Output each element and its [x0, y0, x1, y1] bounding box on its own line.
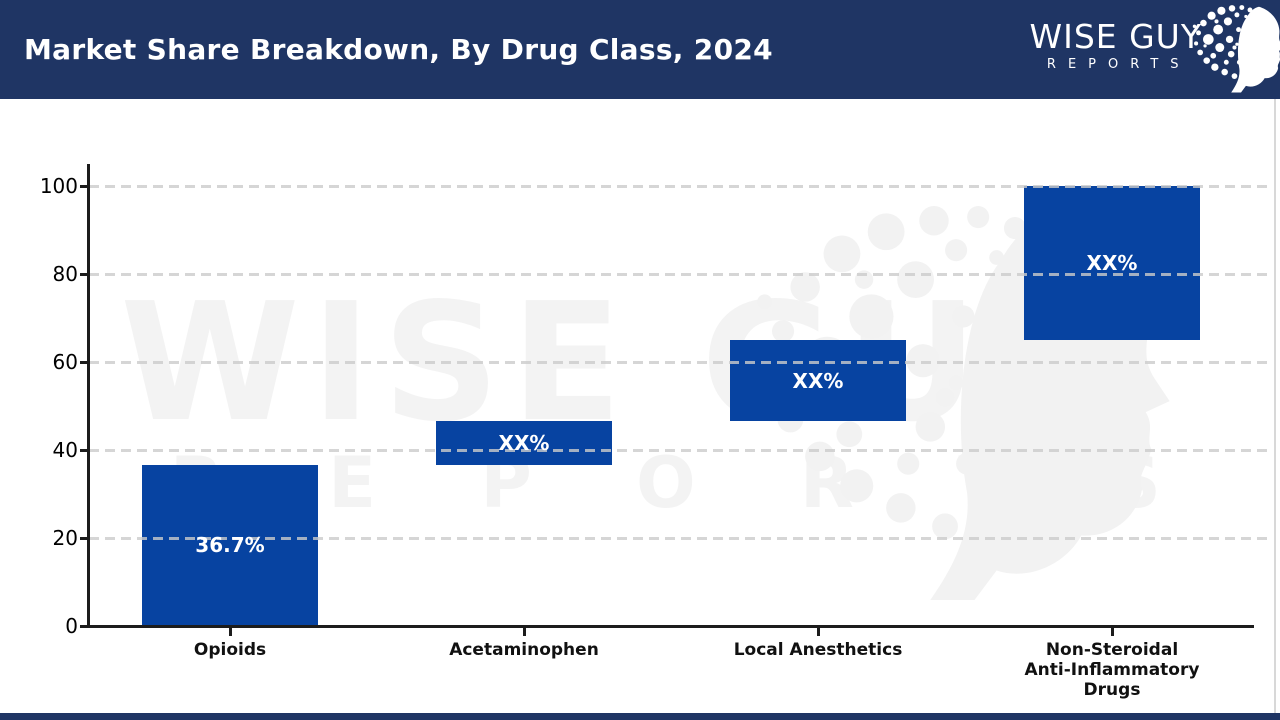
bar-value-label: XX% — [792, 368, 844, 393]
x-tick-mark — [228, 627, 232, 636]
x-category-label: Non-Steroidal Anti-Inflammatory Drugs — [1024, 640, 1200, 700]
x-tick-mark — [1110, 627, 1114, 636]
y-tick-mark — [80, 360, 89, 364]
gridline-100 — [89, 184, 1273, 188]
bar-segment — [142, 464, 318, 626]
y-tick-mark — [80, 536, 89, 540]
logo-subtitle: REPORTS — [1046, 56, 1191, 72]
page-title: Market Share Breakdown, By Drug Class, 2… — [24, 33, 773, 66]
x-tick-mark — [816, 627, 820, 636]
y-tick-label: 40 — [52, 438, 78, 462]
y-tick-mark — [80, 624, 89, 628]
wiseguy-logo: WISE GUY REPORTS — [1020, 0, 1280, 99]
y-tick-label: 20 — [52, 526, 78, 550]
watermark-wordmark: WISE GUY — [120, 269, 1119, 458]
x-category-label: Opioids — [193, 640, 267, 660]
x-category-label: Acetaminophen — [449, 640, 599, 660]
bar-value-label: XX% — [1086, 251, 1138, 275]
header-bar: Market Share Breakdown, By Drug Class, 2… — [0, 0, 1280, 99]
bar-value-label: XX% — [498, 430, 550, 455]
logo-wordmark: WISE GUY — [1029, 17, 1202, 56]
bar-value-label: 36.7% — [195, 533, 265, 558]
x-axis-line — [87, 625, 1254, 628]
y-tick-label: 100 — [39, 174, 78, 198]
y-tick-label: 80 — [52, 262, 78, 286]
y-tick-mark — [80, 448, 89, 452]
footer-bar — [0, 713, 1280, 720]
bar-segment — [730, 340, 906, 422]
x-category-label: Local Anesthetics — [733, 640, 903, 660]
y-tick-label: 60 — [52, 350, 78, 374]
x-tick-mark — [522, 627, 526, 636]
gridline-40 — [89, 448, 1273, 452]
gridline-20 — [89, 536, 1273, 540]
y-axis-line — [87, 164, 90, 628]
y-tick-mark — [80, 272, 89, 276]
gridline-60 — [89, 360, 1273, 364]
plot-right-border — [1274, 99, 1276, 713]
bar-segment — [436, 421, 612, 465]
y-tick-mark — [80, 184, 89, 188]
wiseguy-logo-text: WISE GUY REPORTS — [1029, 17, 1202, 72]
y-tick-label: 0 — [65, 614, 78, 638]
wiseguy-face-icon — [1192, 4, 1280, 96]
bar-segment — [1024, 186, 1200, 340]
gridline-80 — [89, 272, 1273, 276]
